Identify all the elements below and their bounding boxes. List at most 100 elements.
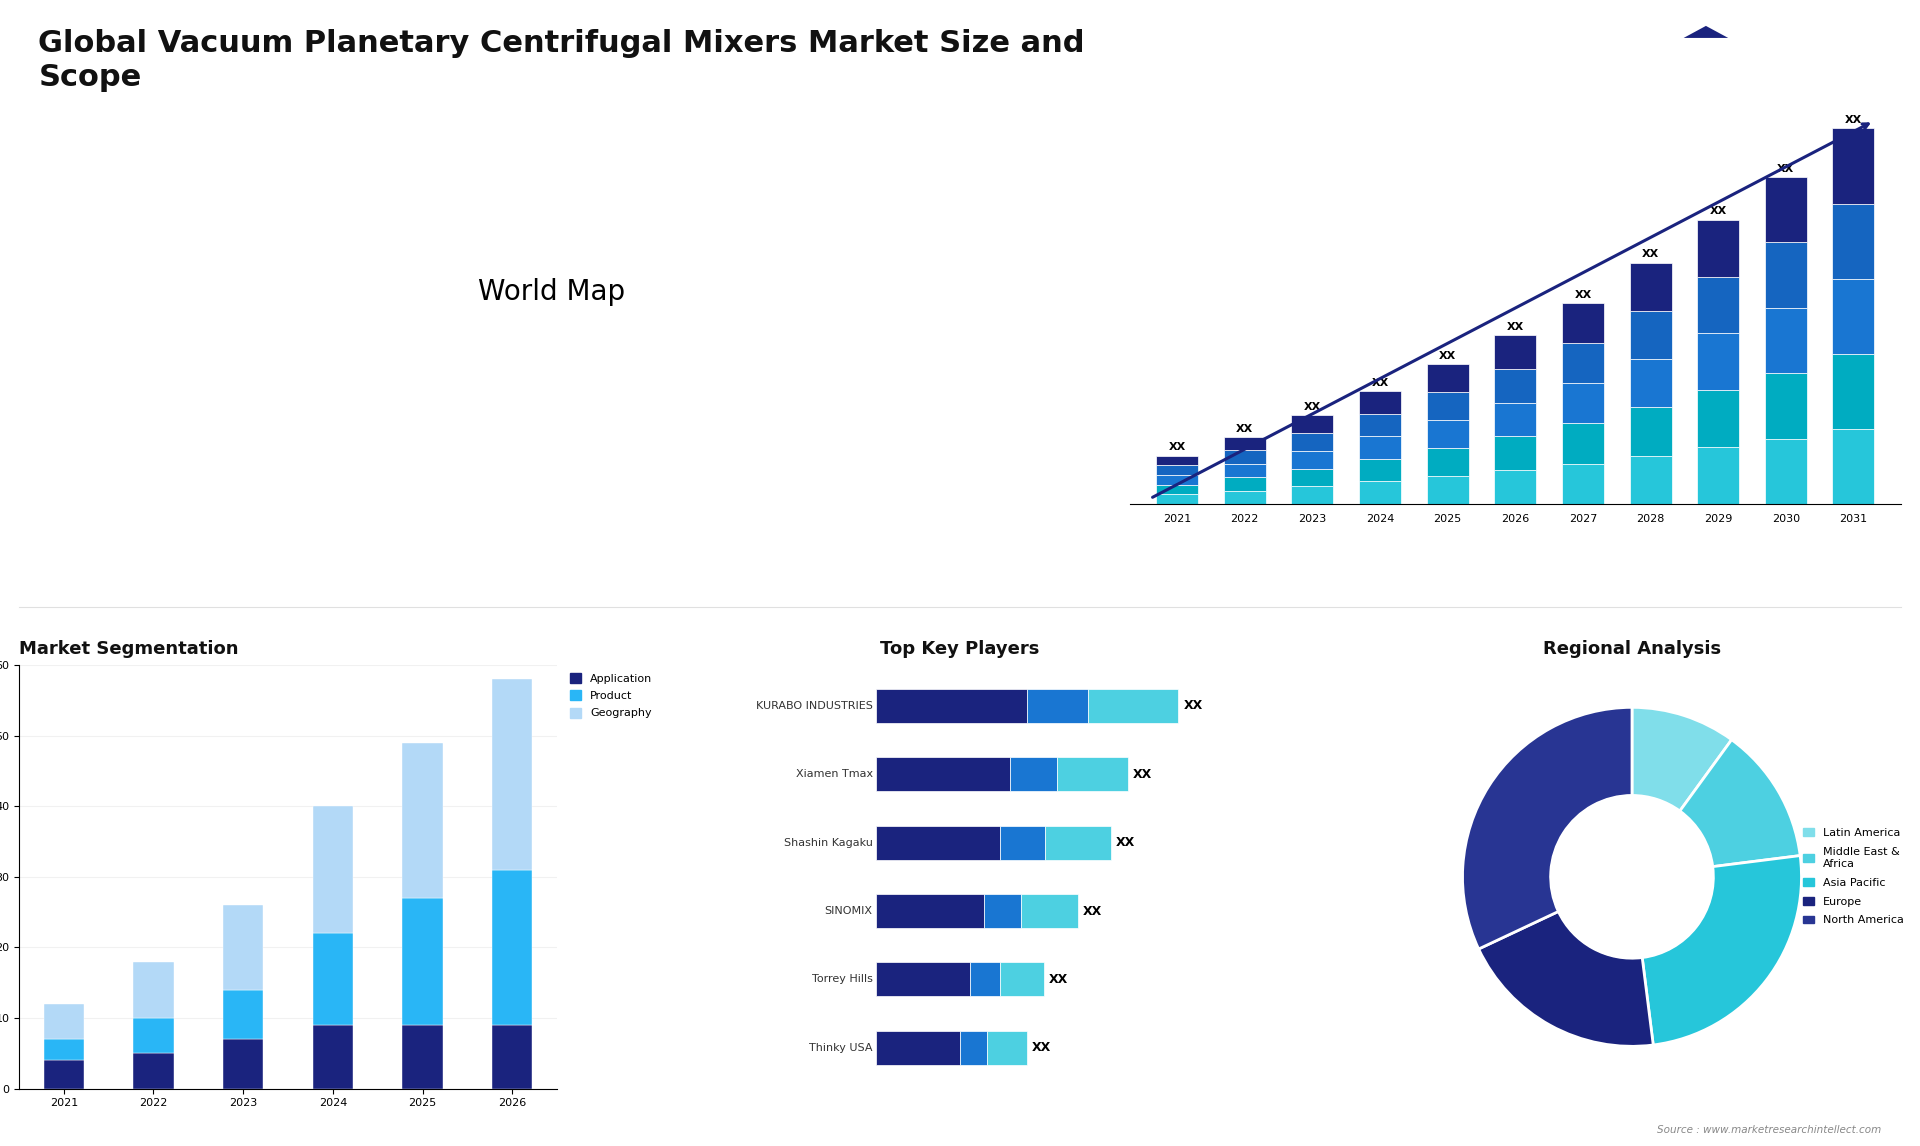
Text: Torrey Hills: Torrey Hills: [812, 974, 872, 984]
Text: SINOMIX: SINOMIX: [824, 906, 872, 916]
Text: XX: XX: [1048, 973, 1068, 986]
Text: World Map: World Map: [478, 278, 626, 306]
Circle shape: [1551, 795, 1713, 958]
Bar: [876, 1030, 960, 1065]
Bar: [1494, 437, 1536, 470]
Text: XX: XX: [1507, 322, 1524, 332]
Bar: [1000, 963, 1044, 996]
Text: XX: XX: [1574, 290, 1592, 299]
Bar: [1027, 689, 1087, 723]
Bar: [1832, 354, 1874, 429]
Text: XX: XX: [1304, 402, 1321, 413]
Bar: [876, 758, 1010, 792]
Bar: [1630, 262, 1672, 311]
Bar: [313, 807, 353, 933]
Bar: [1494, 369, 1536, 402]
Text: Shashin Kagaku: Shashin Kagaku: [783, 838, 872, 848]
Bar: [1156, 494, 1198, 504]
Bar: [1697, 447, 1740, 504]
Bar: [403, 898, 444, 1026]
Bar: [960, 1030, 987, 1065]
Legend: Latin America, Middle East &
Africa, Asia Pacific, Europe, North America: Latin America, Middle East & Africa, Asi…: [1799, 824, 1908, 929]
Text: KURABO INDUSTRIES: KURABO INDUSTRIES: [756, 701, 872, 711]
Text: XX: XX: [1371, 378, 1388, 388]
Text: Source : www.marketresearchintellect.com: Source : www.marketresearchintellect.com: [1657, 1124, 1882, 1135]
Bar: [492, 680, 532, 870]
Text: XX: XX: [1440, 352, 1455, 361]
Bar: [1021, 894, 1077, 928]
Text: XX: XX: [1709, 206, 1726, 217]
Bar: [1697, 220, 1740, 276]
Bar: [44, 1039, 84, 1060]
Bar: [983, 894, 1021, 928]
Bar: [970, 963, 1000, 996]
Bar: [1223, 437, 1265, 450]
Bar: [1764, 307, 1807, 374]
Bar: [1427, 421, 1469, 448]
Bar: [1156, 456, 1198, 465]
Bar: [132, 1018, 173, 1053]
Bar: [492, 870, 532, 1026]
Bar: [1764, 176, 1807, 242]
Text: XX: XX: [1642, 250, 1659, 259]
Bar: [1697, 276, 1740, 333]
Bar: [1044, 825, 1112, 860]
Bar: [313, 933, 353, 1026]
Text: XX: XX: [1183, 699, 1202, 713]
Text: XX: XX: [1236, 424, 1254, 433]
Bar: [1359, 458, 1402, 481]
Bar: [1697, 391, 1740, 447]
Bar: [403, 1026, 444, 1089]
Bar: [44, 1004, 84, 1039]
Text: RESEARCH: RESEARCH: [1782, 69, 1843, 79]
Bar: [1832, 278, 1874, 354]
Text: XX: XX: [1116, 837, 1135, 849]
Bar: [1494, 470, 1536, 504]
Bar: [1764, 374, 1807, 439]
Bar: [1630, 311, 1672, 359]
Bar: [1223, 464, 1265, 477]
Bar: [1223, 450, 1265, 464]
Bar: [1427, 448, 1469, 476]
Bar: [1563, 383, 1603, 424]
Bar: [1832, 429, 1874, 504]
Bar: [1630, 359, 1672, 408]
Bar: [223, 1039, 263, 1089]
Bar: [1000, 825, 1044, 860]
Wedge shape: [1642, 856, 1801, 1045]
Bar: [1359, 481, 1402, 504]
Bar: [1630, 408, 1672, 456]
Bar: [1494, 402, 1536, 437]
Bar: [1832, 204, 1874, 278]
Bar: [1494, 335, 1536, 369]
Bar: [1292, 486, 1332, 504]
Polygon shape: [1684, 26, 1728, 38]
Bar: [223, 990, 263, 1039]
Wedge shape: [1478, 911, 1653, 1046]
Title: Regional Analysis: Regional Analysis: [1544, 639, 1720, 658]
Bar: [1563, 343, 1603, 383]
Bar: [1359, 414, 1402, 437]
Text: XX: XX: [1083, 904, 1102, 918]
Bar: [492, 1026, 532, 1089]
Bar: [1292, 450, 1332, 469]
Text: XX: XX: [1033, 1042, 1052, 1054]
Bar: [1058, 758, 1127, 792]
Bar: [876, 894, 983, 928]
Bar: [876, 825, 1000, 860]
Bar: [987, 1030, 1027, 1065]
Bar: [1427, 364, 1469, 392]
Bar: [1010, 758, 1058, 792]
Text: Thinky USA: Thinky USA: [808, 1043, 872, 1053]
Bar: [1630, 456, 1672, 504]
Bar: [876, 689, 1027, 723]
Bar: [1764, 439, 1807, 504]
Bar: [1292, 416, 1332, 433]
Bar: [1427, 392, 1469, 421]
Bar: [1292, 433, 1332, 450]
Text: XX: XX: [1169, 442, 1187, 453]
Text: XX: XX: [1778, 164, 1795, 173]
Bar: [1563, 424, 1603, 464]
Bar: [1563, 464, 1603, 504]
Bar: [1427, 476, 1469, 504]
